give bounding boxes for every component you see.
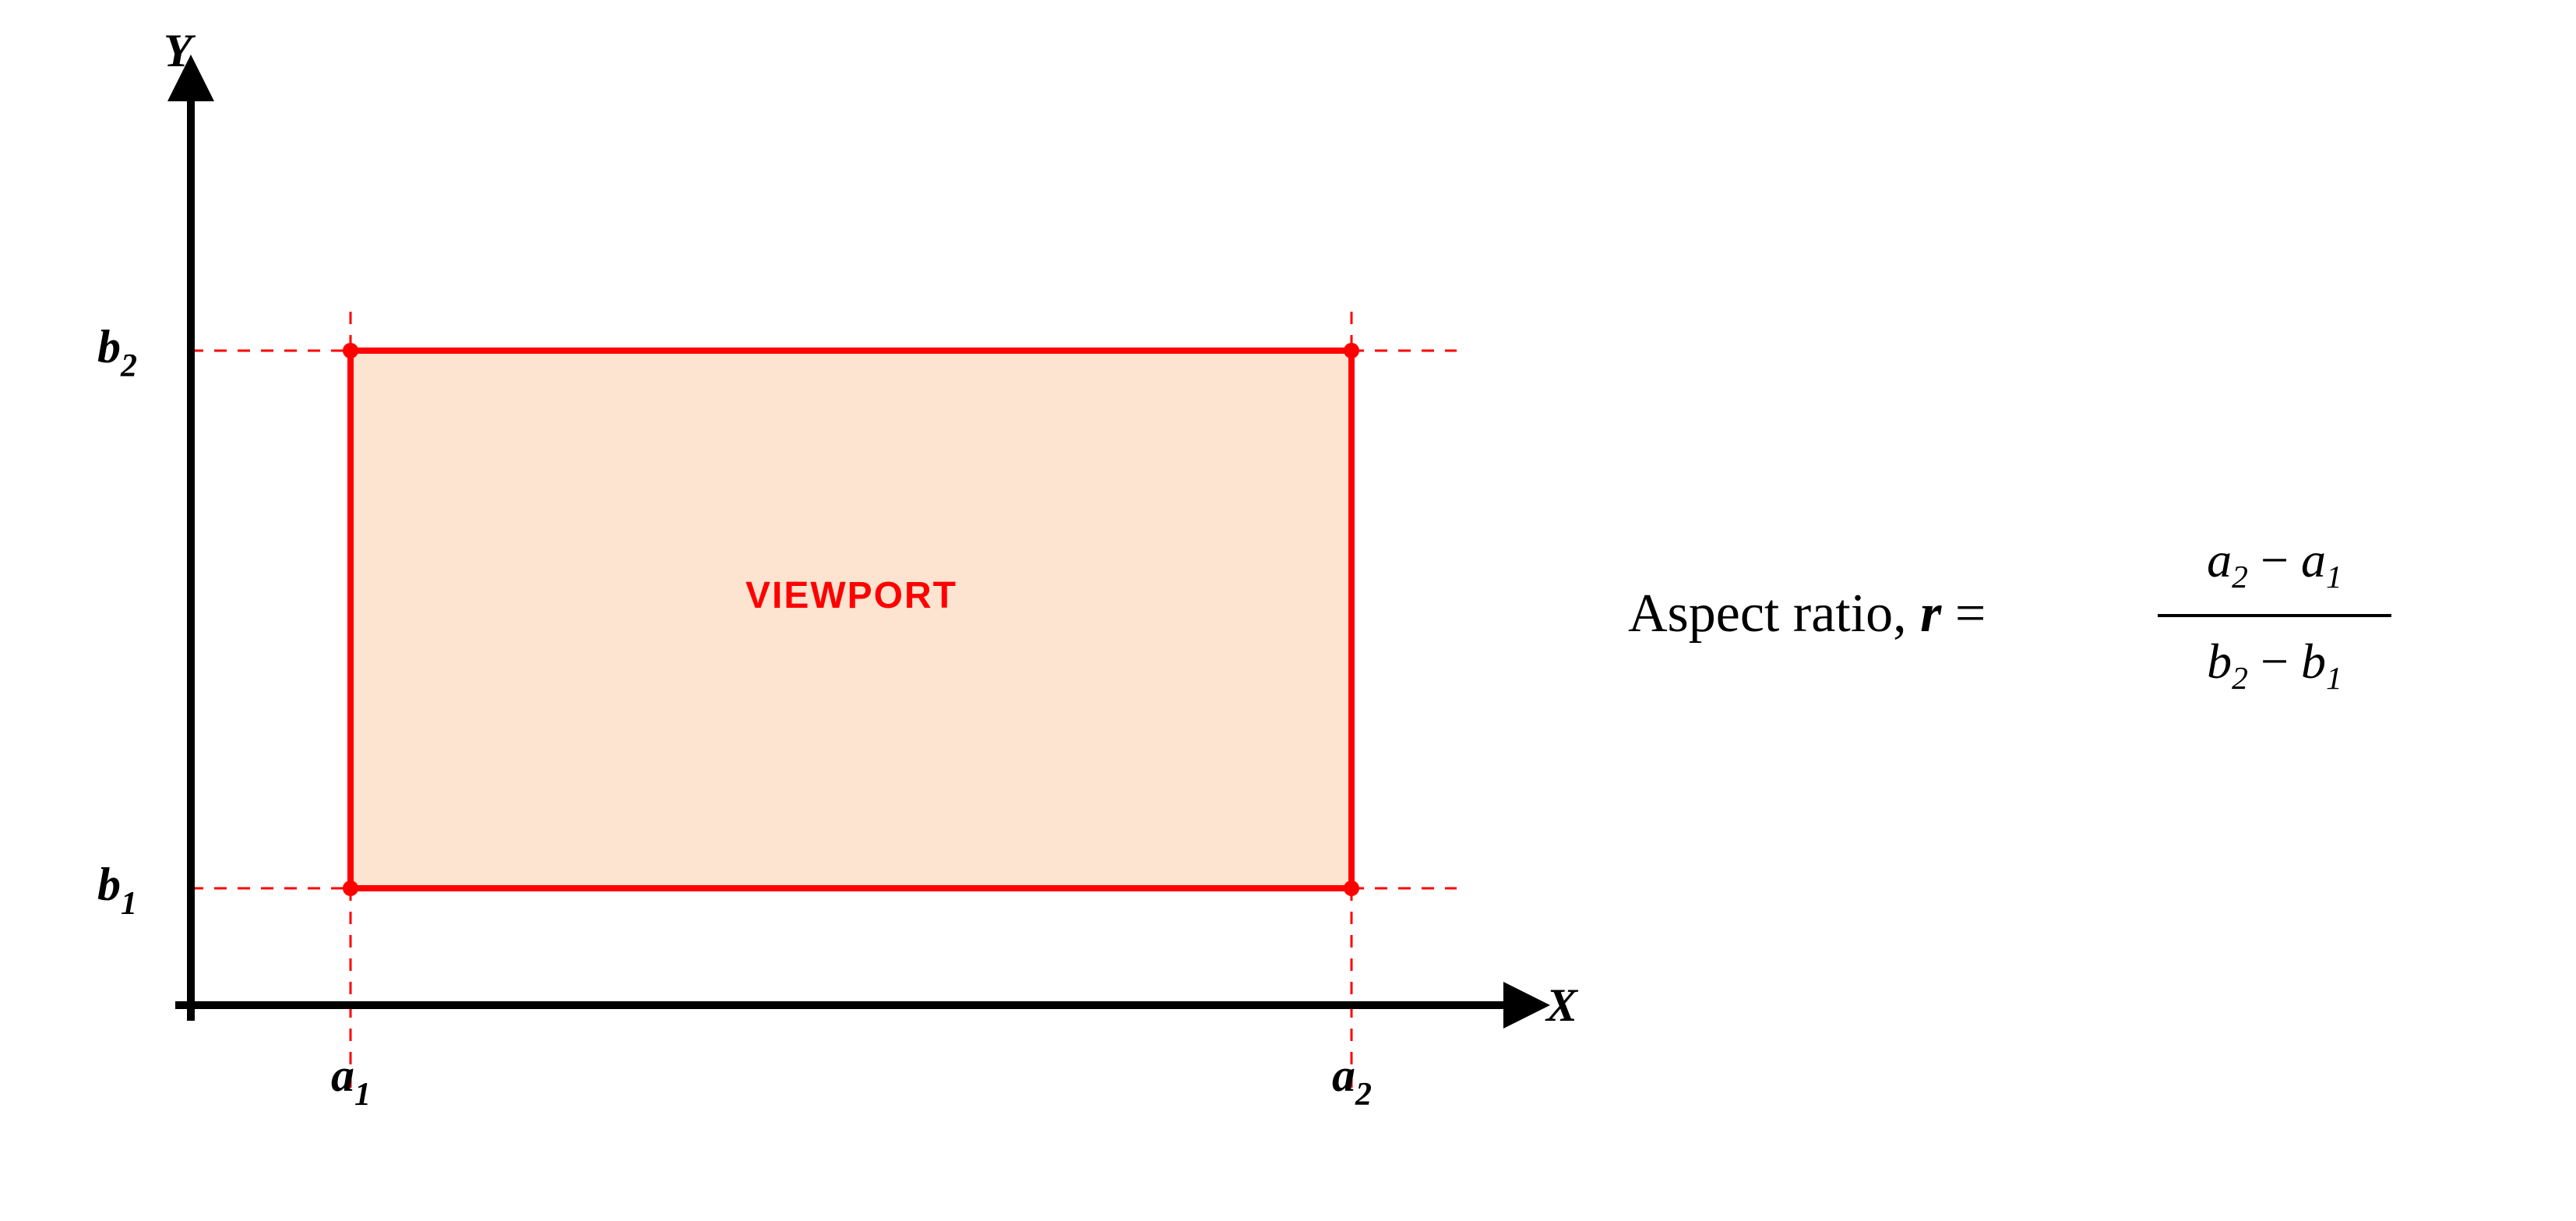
- svg-text:b1: b1: [97, 859, 137, 922]
- diagram-container: { "diagram": { "type": "infographic", "b…: [0, 0, 2576, 1221]
- diagram-svg: X Y VIEWPORT a1 a2 b1 b2 Aspect ratio, r = …: [0, 0, 2576, 1221]
- x-axis-label: X: [1545, 979, 1579, 1031]
- svg-text:a2 − a1: a2 − a1: [2207, 532, 2342, 595]
- viewport-label: VIEWPORT: [745, 575, 957, 616]
- y-axis-label: Y: [164, 25, 196, 76]
- svg-text:Aspect ratio, r =: Aspect ratio, r =: [1628, 584, 1986, 644]
- aspect-ratio-formula: Aspect ratio, r = a2 − a1 b2 − b1: [1628, 532, 2391, 696]
- svg-text:b2: b2: [97, 321, 137, 384]
- svg-text:a2: a2: [1332, 1050, 1372, 1113]
- svg-text:a1: a1: [331, 1050, 371, 1113]
- viewport-rectangle: [351, 351, 1351, 888]
- svg-text:b2 − b1: b2 − b1: [2207, 633, 2342, 696]
